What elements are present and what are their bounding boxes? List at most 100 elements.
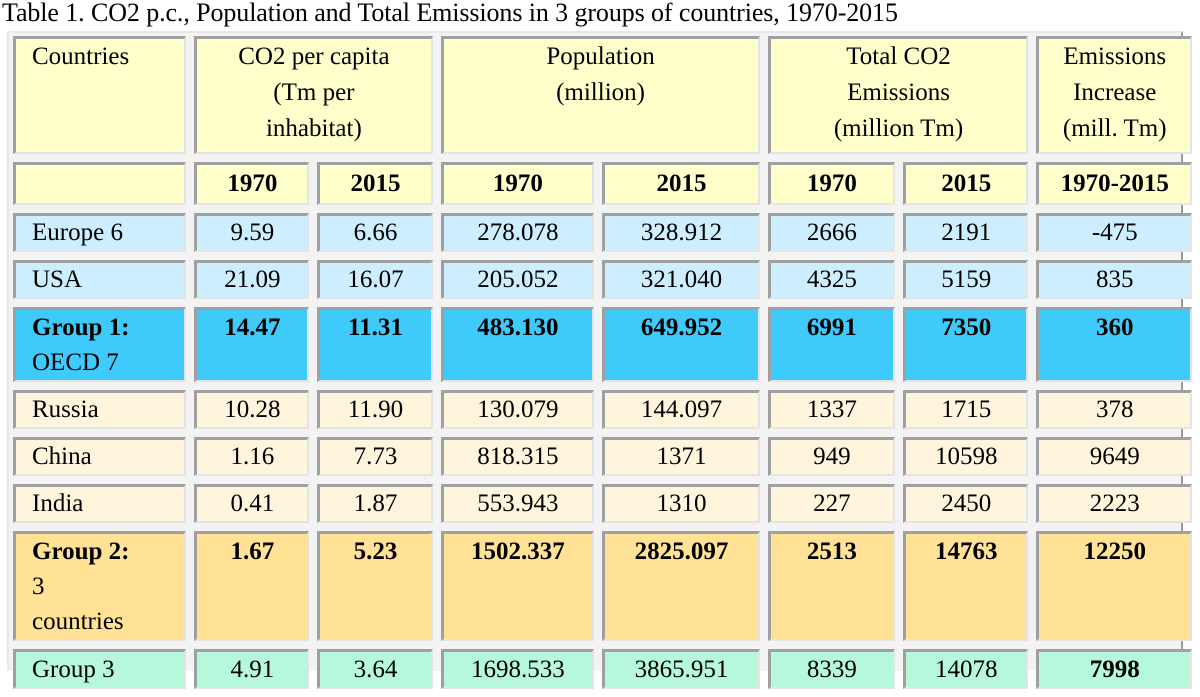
header-population: Population (million) bbox=[440, 36, 760, 154]
value-cell: 14763 bbox=[903, 531, 1029, 641]
value-cell: 5159 bbox=[903, 260, 1029, 299]
year-cell: 1970-2015 bbox=[1036, 162, 1192, 205]
header-co2pc-line3: inhabitat) bbox=[265, 115, 362, 142]
header-co2pc-line2: (Tm per bbox=[273, 79, 355, 106]
country-row: Europe 6 9.59 6.66 278.078 328.912 2666 2191 -4… bbox=[13, 213, 1192, 252]
country-row: India 0.41 1.87 553.943 1310 227 2450 2223 bbox=[13, 484, 1192, 523]
value-cell: 2223 bbox=[1036, 484, 1192, 523]
row-label-cell: China bbox=[13, 437, 187, 476]
row-label-cell: Group 2: 3 countries bbox=[13, 531, 187, 641]
value-cell: 14078 bbox=[903, 649, 1029, 689]
value-cell: 9649 bbox=[1036, 437, 1192, 476]
value-cell: 2191 bbox=[903, 213, 1029, 252]
value-cell: 6991 bbox=[767, 307, 896, 382]
value-cell: 1.87 bbox=[317, 484, 433, 523]
header-increase-line2: Increase bbox=[1073, 79, 1157, 106]
row-label-cell: USA bbox=[13, 260, 187, 299]
value-cell: 2666 bbox=[767, 213, 896, 252]
value-cell: 1502.337 bbox=[440, 531, 595, 641]
value-cell: 360 bbox=[1036, 307, 1192, 382]
value-cell: 1.67 bbox=[194, 531, 310, 641]
value-cell: 1371 bbox=[602, 437, 760, 476]
value-cell: 130.079 bbox=[440, 390, 595, 429]
header-co2pc-line1: CO2 per capita bbox=[238, 43, 390, 70]
value-cell: 16.07 bbox=[317, 260, 433, 299]
year-cell: 2015 bbox=[317, 162, 433, 205]
row-label-cell: Group 3 bbox=[13, 649, 187, 689]
row-label: India bbox=[32, 490, 84, 517]
header-total-co2: Total CO2 Emissions (million Tm) bbox=[767, 36, 1029, 154]
value-cell: 649.952 bbox=[602, 307, 760, 382]
country-row: Russia 10.28 11.90 130.079 144.097 1337 1715 37… bbox=[13, 390, 1192, 429]
country-row: USA 21.09 16.07 205.052 321.040 4325 5159 835 bbox=[13, 260, 1192, 299]
value-cell: 818.315 bbox=[440, 437, 595, 476]
value-cell: -475 bbox=[1036, 213, 1192, 252]
group-total-row: Group 3 4.91 3.64 1698.533 3865.951 8339 14078… bbox=[13, 649, 1192, 689]
value-cell: 278.078 bbox=[440, 213, 595, 252]
value-cell: 7350 bbox=[903, 307, 1029, 382]
header-emissions-increase: Emissions Increase (mill. Tm) bbox=[1036, 36, 1192, 154]
value-cell: 483.130 bbox=[440, 307, 595, 382]
header-population-line1: Population bbox=[546, 43, 655, 70]
row-label: Group 1: bbox=[32, 314, 130, 341]
year-cell: 1970 bbox=[194, 162, 310, 205]
value-cell: 321.040 bbox=[602, 260, 760, 299]
country-row: China 1.16 7.73 818.315 1371 949 10598 9649 bbox=[13, 437, 1192, 476]
value-cell: 144.097 bbox=[602, 390, 760, 429]
value-cell: 12250 bbox=[1036, 531, 1192, 641]
emissions-table: Countries CO2 per capita (Tm per inhabit… bbox=[5, 28, 1200, 697]
row-label: Russia bbox=[32, 396, 99, 423]
table-body: Europe 6 9.59 6.66 278.078 328.912 2666 2191 -4… bbox=[13, 213, 1192, 689]
year-cell: 1970 bbox=[767, 162, 896, 205]
row-label-cell: Russia bbox=[13, 390, 187, 429]
value-cell: 2450 bbox=[903, 484, 1029, 523]
header-total-line1: Total CO2 bbox=[846, 43, 951, 70]
header-population-line2: (million) bbox=[556, 79, 645, 106]
value-cell: 1.16 bbox=[194, 437, 310, 476]
value-cell: 11.31 bbox=[317, 307, 433, 382]
year-cell bbox=[13, 162, 187, 205]
row-sublabel: 3 bbox=[32, 573, 45, 600]
value-cell: 7.73 bbox=[317, 437, 433, 476]
value-cell: 1337 bbox=[767, 390, 896, 429]
row-label: Group 2: bbox=[32, 538, 130, 565]
row-sublabel: OECD 7 bbox=[32, 349, 119, 376]
value-cell: 6.66 bbox=[317, 213, 433, 252]
year-row: 1970 2015 1970 2015 1970 2015 1970-2015 bbox=[13, 162, 1192, 205]
row-sublabel: countries bbox=[32, 608, 124, 635]
value-cell: 4.91 bbox=[194, 649, 310, 689]
value-cell: 0.41 bbox=[194, 484, 310, 523]
table-title: Table 1. CO2 p.c., Population and Total … bbox=[2, 0, 898, 27]
value-cell: 14.47 bbox=[194, 307, 310, 382]
header-co2-per-capita: CO2 per capita (Tm per inhabitat) bbox=[194, 36, 433, 154]
value-cell: 205.052 bbox=[440, 260, 595, 299]
value-cell: 227 bbox=[767, 484, 896, 523]
year-cell: 2015 bbox=[602, 162, 760, 205]
row-label-cell: Europe 6 bbox=[13, 213, 187, 252]
value-cell: 5.23 bbox=[317, 531, 433, 641]
value-cell: 553.943 bbox=[440, 484, 595, 523]
value-cell: 2513 bbox=[767, 531, 896, 641]
value-cell: 328.912 bbox=[602, 213, 760, 252]
header-countries: Countries bbox=[13, 36, 187, 154]
row-label: USA bbox=[32, 266, 83, 293]
value-cell: 1310 bbox=[602, 484, 760, 523]
value-cell: 3.64 bbox=[317, 649, 433, 689]
group-total-row: Group 1: OECD 7 14.47 11.31 483.130 649.952 69… bbox=[13, 307, 1192, 382]
value-cell: 2825.097 bbox=[602, 531, 760, 641]
value-cell: 21.09 bbox=[194, 260, 310, 299]
value-cell: 11.90 bbox=[317, 390, 433, 429]
row-label-cell: India bbox=[13, 484, 187, 523]
value-cell: 10598 bbox=[903, 437, 1029, 476]
value-cell: 949 bbox=[767, 437, 896, 476]
row-label: China bbox=[32, 443, 92, 470]
row-label: Group 3 bbox=[32, 656, 115, 683]
header-countries-label: Countries bbox=[32, 43, 130, 70]
value-cell: 9.59 bbox=[194, 213, 310, 252]
group-total-row: Group 2: 3 countries 1.67 5.23 1502.337 2825.0… bbox=[13, 531, 1192, 641]
header-row: Countries CO2 per capita (Tm per inhabit… bbox=[13, 36, 1192, 154]
value-cell: 4325 bbox=[767, 260, 896, 299]
year-cell: 1970 bbox=[440, 162, 595, 205]
header-total-line2: Emissions bbox=[847, 79, 950, 106]
value-cell: 7998 bbox=[1036, 649, 1192, 689]
